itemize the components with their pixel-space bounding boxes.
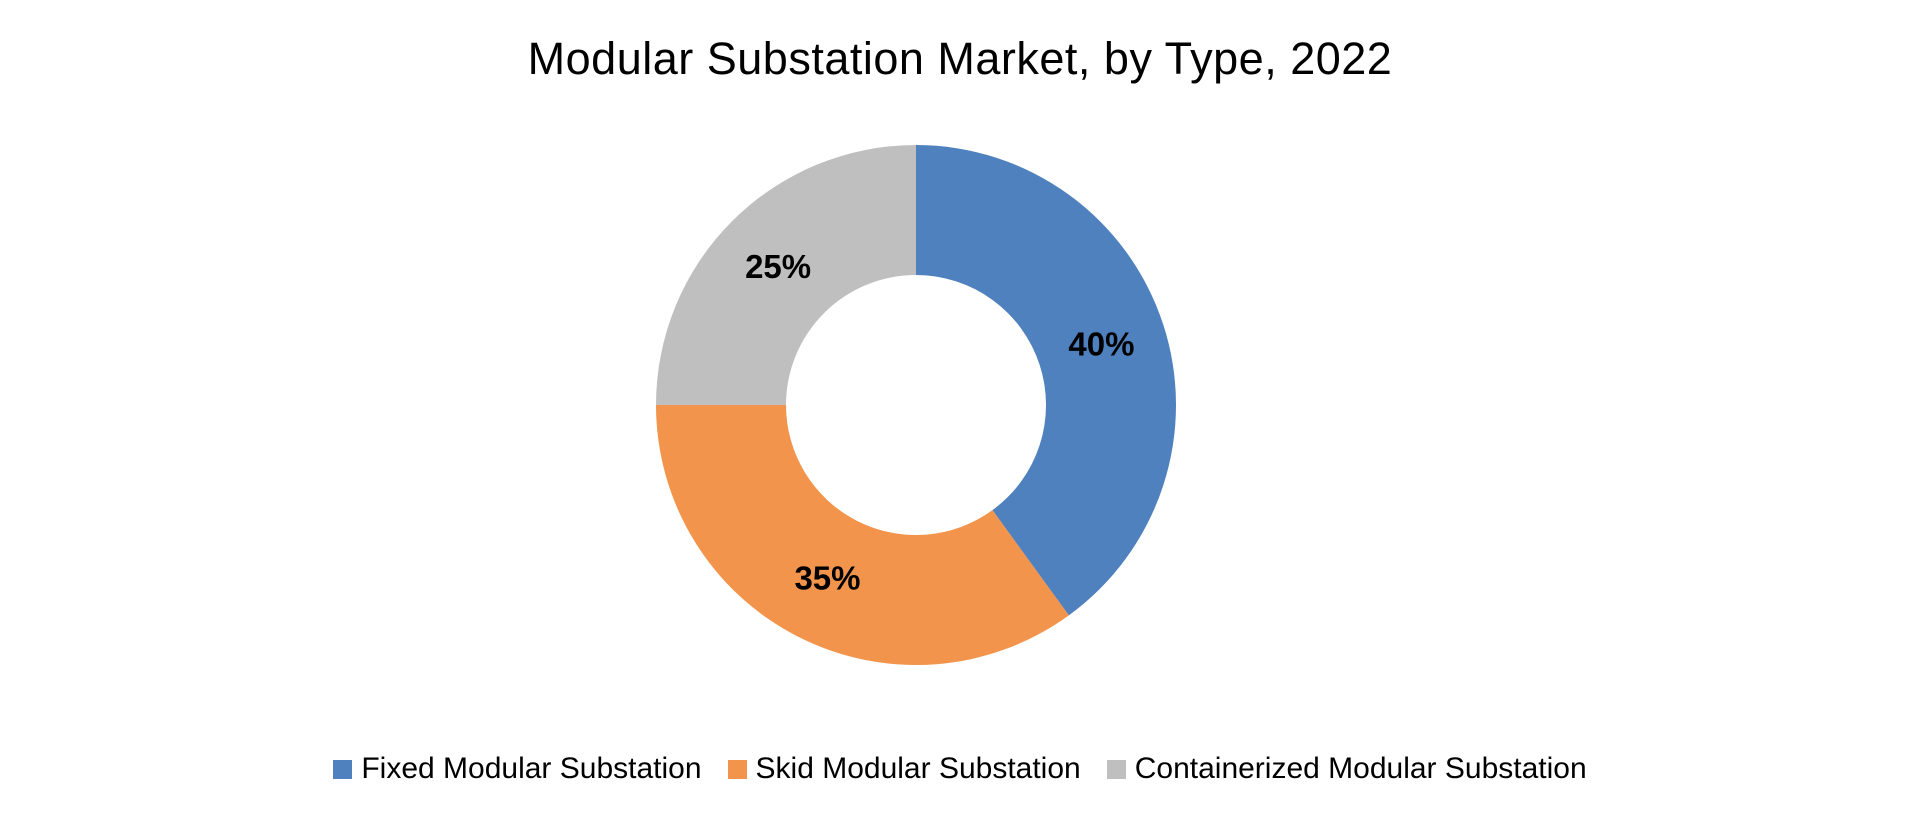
chart-legend: Fixed Modular Substation Skid Modular Sub…	[0, 752, 1920, 786]
legend-label: Fixed Modular Substation	[361, 752, 702, 785]
donut-slice-skid-modular-substation	[656, 405, 1069, 665]
legend-item-skid-modular-substation: Skid Modular Substation	[727, 752, 1081, 786]
donut-slice-containerized-modular-substation	[656, 145, 916, 405]
donut-slice-fixed-modular-substation	[916, 145, 1176, 616]
legend-swatch-icon	[333, 759, 353, 779]
legend-label: Skid Modular Substation	[755, 752, 1081, 785]
legend-swatch-icon	[1106, 759, 1126, 779]
donut-chart: 40% 35% 25%	[656, 145, 1176, 665]
data-label-skid-modular-substation: 35%	[794, 560, 860, 597]
legend-item-containerized-modular-substation: Containerized Modular Substation	[1106, 752, 1587, 786]
legend-label: Containerized Modular Substation	[1134, 752, 1587, 785]
legend-item-fixed-modular-substation: Fixed Modular Substation	[333, 752, 702, 786]
chart-title: Modular Substation Market, by Type, 2022	[527, 33, 1393, 84]
legend-swatch-icon	[727, 759, 747, 779]
data-label-containerized-modular-substation: 25%	[745, 248, 811, 285]
data-label-fixed-modular-substation: 40%	[1068, 326, 1134, 363]
